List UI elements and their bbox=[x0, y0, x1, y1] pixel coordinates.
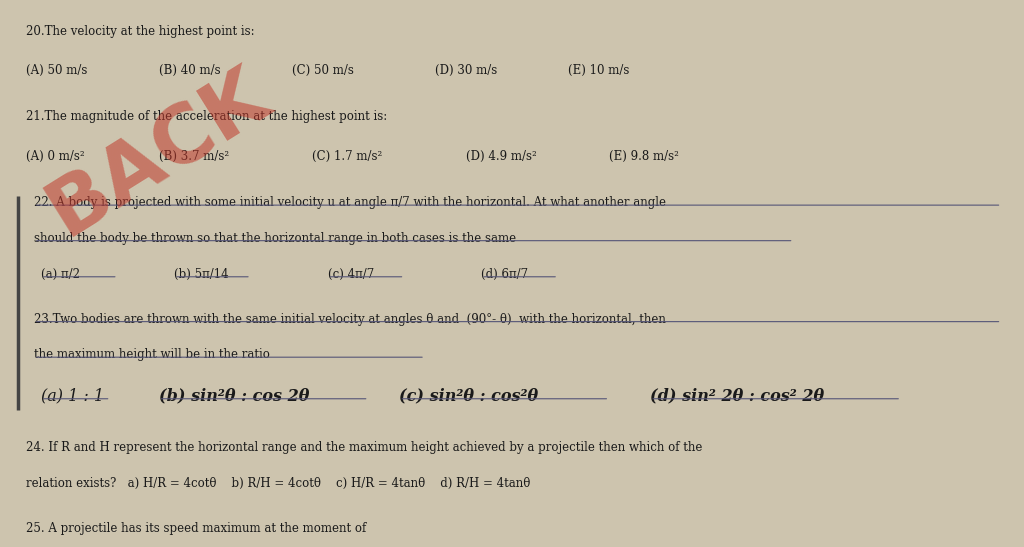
Text: relation exists?   a) H/R = 4cotθ    b) R/H = 4cotθ    c) H/R = 4tanθ    d) R/H : relation exists? a) H/R = 4cotθ b) R/H =… bbox=[26, 477, 530, 490]
Text: 24. If R and H represent the horizontal range and the maximum height achieved by: 24. If R and H represent the horizontal … bbox=[26, 441, 702, 455]
Text: 25. A projectile has its speed maximum at the moment of: 25. A projectile has its speed maximum a… bbox=[26, 522, 366, 535]
Text: should the body be thrown so that the horizontal range in both cases is the same: should the body be thrown so that the ho… bbox=[34, 232, 516, 245]
Text: (C) 1.7 m/s²: (C) 1.7 m/s² bbox=[312, 150, 383, 163]
Text: (B) 3.7 m/s²: (B) 3.7 m/s² bbox=[159, 150, 228, 163]
Text: (B) 40 m/s: (B) 40 m/s bbox=[159, 64, 220, 77]
Text: (d) sin² 2θ : cos² 2θ: (d) sin² 2θ : cos² 2θ bbox=[650, 388, 824, 405]
Text: BACK: BACK bbox=[34, 55, 284, 251]
Text: (a) π/2: (a) π/2 bbox=[41, 268, 80, 281]
Text: (a) 1 : 1: (a) 1 : 1 bbox=[41, 388, 104, 405]
Text: (E) 9.8 m/s²: (E) 9.8 m/s² bbox=[609, 150, 679, 163]
Text: (E) 10 m/s: (E) 10 m/s bbox=[568, 64, 630, 77]
Text: (A) 50 m/s: (A) 50 m/s bbox=[26, 64, 87, 77]
Text: (d) 6π/7: (d) 6π/7 bbox=[481, 268, 528, 281]
Text: 23.Two bodies are thrown with the same initial velocity at angles θ and  (90°- θ: 23.Two bodies are thrown with the same i… bbox=[34, 313, 666, 326]
Text: (A) 0 m/s²: (A) 0 m/s² bbox=[26, 150, 84, 163]
Text: 20.The velocity at the highest point is:: 20.The velocity at the highest point is: bbox=[26, 25, 254, 38]
Text: the maximum height will be in the ratio: the maximum height will be in the ratio bbox=[34, 348, 269, 362]
Text: (D) 30 m/s: (D) 30 m/s bbox=[435, 64, 498, 77]
Text: (b) sin²θ : cos 2θ: (b) sin²θ : cos 2θ bbox=[159, 388, 309, 405]
Text: 22. A body is projected with some initial velocity u at angle π/7 with the horiz: 22. A body is projected with some initia… bbox=[34, 196, 666, 210]
Text: 21.The magnitude of the acceleration at the highest point is:: 21.The magnitude of the acceleration at … bbox=[26, 110, 387, 124]
Text: (C) 50 m/s: (C) 50 m/s bbox=[292, 64, 353, 77]
Text: (D) 4.9 m/s²: (D) 4.9 m/s² bbox=[466, 150, 537, 163]
Text: (c) 4π/7: (c) 4π/7 bbox=[328, 268, 374, 281]
Text: (b) 5π/14: (b) 5π/14 bbox=[174, 268, 228, 281]
Text: (c) sin²θ : cos²θ: (c) sin²θ : cos²θ bbox=[399, 388, 539, 405]
